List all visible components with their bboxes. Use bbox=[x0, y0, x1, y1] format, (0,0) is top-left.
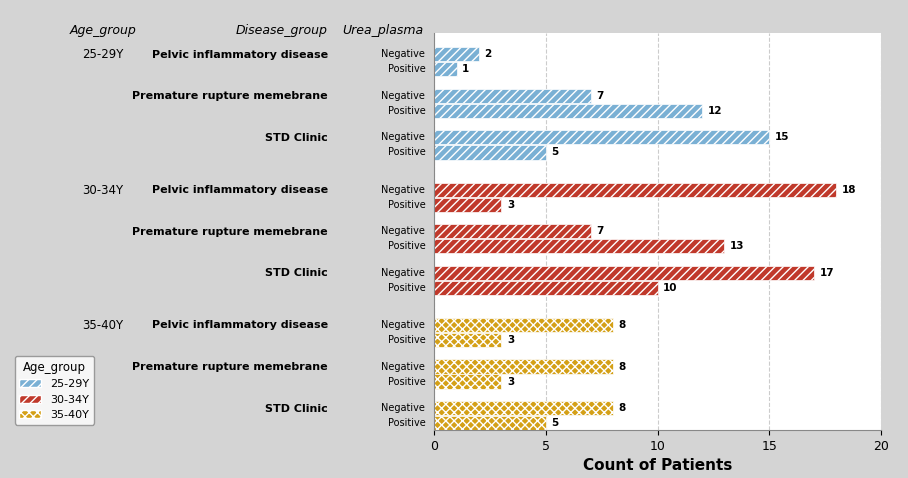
Text: 1: 1 bbox=[462, 64, 469, 74]
Bar bbox=[434, 416, 546, 430]
Text: 15: 15 bbox=[775, 132, 789, 142]
Bar bbox=[434, 224, 590, 238]
Text: 30-34Y: 30-34Y bbox=[82, 184, 123, 196]
Text: Negative: Negative bbox=[381, 403, 425, 413]
Text: 8: 8 bbox=[618, 403, 626, 413]
Text: Pelvic inflammatory disease: Pelvic inflammatory disease bbox=[152, 185, 328, 195]
Text: Positive: Positive bbox=[388, 418, 425, 428]
Text: 13: 13 bbox=[730, 241, 745, 251]
Text: Positive: Positive bbox=[388, 283, 425, 293]
Text: Disease_group: Disease_group bbox=[236, 23, 328, 36]
Text: 25-29Y: 25-29Y bbox=[82, 48, 123, 61]
Bar bbox=[434, 47, 479, 61]
Text: Positive: Positive bbox=[388, 335, 425, 345]
Text: 18: 18 bbox=[842, 185, 856, 195]
Bar bbox=[434, 183, 836, 196]
Bar bbox=[434, 281, 657, 295]
Text: 3: 3 bbox=[507, 200, 514, 210]
Bar bbox=[434, 374, 501, 389]
Text: Negative: Negative bbox=[381, 91, 425, 101]
Text: 8: 8 bbox=[618, 320, 626, 330]
Text: 7: 7 bbox=[597, 91, 604, 101]
Text: Negative: Negative bbox=[381, 361, 425, 371]
Text: Positive: Positive bbox=[388, 200, 425, 210]
Text: Premature rupture memebrane: Premature rupture memebrane bbox=[133, 91, 328, 101]
Bar bbox=[434, 130, 769, 144]
Text: Urea_plasma: Urea_plasma bbox=[342, 23, 423, 36]
Text: STD Clinic: STD Clinic bbox=[265, 133, 328, 143]
Text: 17: 17 bbox=[819, 268, 834, 278]
Bar bbox=[434, 359, 613, 374]
Bar bbox=[434, 333, 501, 347]
Bar bbox=[434, 104, 702, 118]
Text: Age_group: Age_group bbox=[69, 23, 136, 36]
Text: STD Clinic: STD Clinic bbox=[265, 403, 328, 413]
Text: Positive: Positive bbox=[388, 64, 425, 74]
Text: 2: 2 bbox=[485, 49, 492, 59]
Text: STD Clinic: STD Clinic bbox=[265, 268, 328, 278]
Bar bbox=[434, 89, 590, 103]
Text: Negative: Negative bbox=[381, 49, 425, 59]
Bar bbox=[434, 62, 457, 76]
Text: Positive: Positive bbox=[388, 147, 425, 157]
Bar bbox=[434, 145, 546, 160]
Text: Positive: Positive bbox=[388, 106, 425, 116]
Text: Negative: Negative bbox=[381, 268, 425, 278]
Bar bbox=[434, 239, 725, 253]
Text: 7: 7 bbox=[597, 226, 604, 236]
Text: 10: 10 bbox=[663, 283, 677, 293]
Text: Negative: Negative bbox=[381, 226, 425, 236]
Text: Pelvic inflammatory disease: Pelvic inflammatory disease bbox=[152, 50, 328, 60]
Legend: 25-29Y, 30-34Y, 35-40Y: 25-29Y, 30-34Y, 35-40Y bbox=[15, 356, 94, 424]
Text: 5: 5 bbox=[551, 147, 558, 157]
Text: Premature rupture memebrane: Premature rupture memebrane bbox=[133, 362, 328, 372]
Bar bbox=[434, 197, 501, 212]
Text: Premature rupture memebrane: Premature rupture memebrane bbox=[133, 227, 328, 237]
Text: 35-40Y: 35-40Y bbox=[82, 319, 123, 332]
X-axis label: Count of Patients: Count of Patients bbox=[583, 458, 732, 474]
Text: 8: 8 bbox=[618, 361, 626, 371]
Text: Positive: Positive bbox=[388, 377, 425, 387]
Text: 3: 3 bbox=[507, 335, 514, 345]
Text: 3: 3 bbox=[507, 377, 514, 387]
Text: Positive: Positive bbox=[388, 241, 425, 251]
Text: Negative: Negative bbox=[381, 185, 425, 195]
Text: Negative: Negative bbox=[381, 320, 425, 330]
Bar bbox=[434, 318, 613, 332]
Text: Pelvic inflammatory disease: Pelvic inflammatory disease bbox=[152, 320, 328, 330]
Text: 12: 12 bbox=[707, 106, 722, 116]
Text: Negative: Negative bbox=[381, 132, 425, 142]
Bar bbox=[434, 401, 613, 415]
Text: 5: 5 bbox=[551, 418, 558, 428]
Bar bbox=[434, 266, 814, 280]
